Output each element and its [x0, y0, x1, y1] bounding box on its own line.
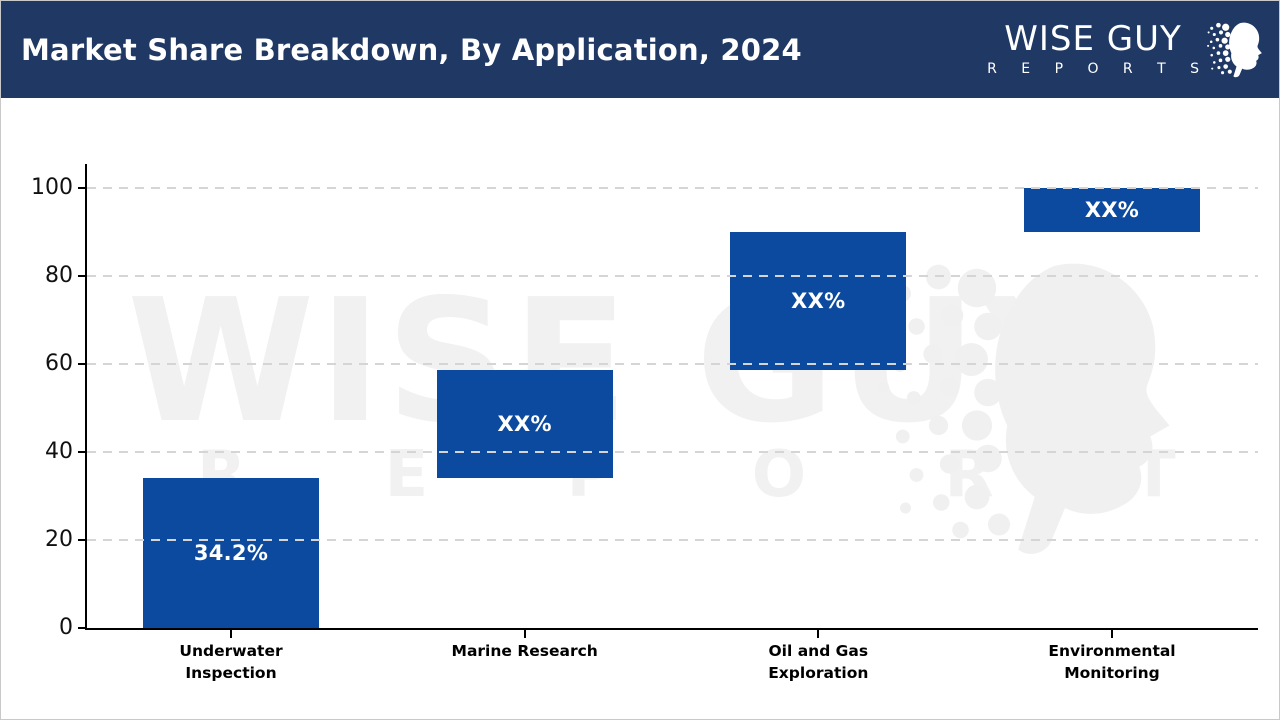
y-tick-mark: [78, 627, 86, 629]
header-bar: Market Share Breakdown, By Application, …: [1, 1, 1279, 98]
x-category-label-environmental-monitoring: Environmental Monitoring: [1048, 642, 1176, 682]
bar-underwater-inspection: 34.2%: [143, 477, 319, 628]
y-tick-label-0: 0: [59, 615, 73, 640]
gridline-20: [87, 539, 1258, 541]
wise-guy-logo: WISE GUY R E P O R T S: [977, 11, 1267, 89]
x-tick-mark: [817, 630, 820, 638]
x-tick-mark: [230, 630, 232, 638]
logo-wordmark: WISE GUY: [1004, 19, 1182, 59]
logo-dotted-face-icon: [1205, 11, 1267, 89]
bar-value-label: 34.2%: [193, 540, 269, 565]
page-title: Market Share Breakdown, By Application, …: [21, 32, 802, 67]
x-axis-line: [85, 628, 1258, 630]
bar-marine-research: XX%: [436, 370, 613, 478]
gridline-60: [87, 363, 1258, 365]
bar-value-label: XX%: [791, 289, 846, 314]
y-axis-line: [85, 164, 87, 630]
logo-wordmark-block: WISE GUY R E P O R T S: [977, 22, 1209, 77]
logo-subtext: R E P O R T S: [987, 61, 1209, 77]
gridline-40: [87, 451, 1258, 453]
y-tick-mark: [78, 539, 86, 541]
gridline-80: [87, 275, 1258, 277]
gridline-100: [87, 187, 1258, 189]
bar-value-label: XX%: [1084, 198, 1140, 222]
x-tick-mark: [1111, 630, 1113, 638]
x-category-label-underwater-inspection: Underwater Inspection: [179, 642, 283, 682]
x-tick-mark: [523, 630, 526, 638]
y-tick-label-80: 80: [45, 263, 73, 288]
y-tick-label-40: 40: [45, 439, 73, 464]
y-tick-mark: [78, 363, 86, 365]
y-tick-mark: [78, 275, 86, 277]
y-tick-label-100: 100: [31, 175, 73, 200]
bar-value-label: XX%: [497, 411, 552, 436]
x-category-label-marine-research: Marine Research: [451, 642, 598, 660]
y-tick-mark: [78, 187, 86, 189]
y-tick-label-20: 20: [45, 527, 73, 552]
y-tick-mark: [78, 451, 86, 453]
y-tick-label-60: 60: [45, 351, 73, 376]
bar-environmental-monitoring: XX%: [1024, 188, 1200, 232]
x-category-label-oil-and-gas-exploration: Oil and Gas Exploration: [768, 642, 869, 682]
bar-oil-and-gas-exploration: XX%: [730, 232, 907, 371]
